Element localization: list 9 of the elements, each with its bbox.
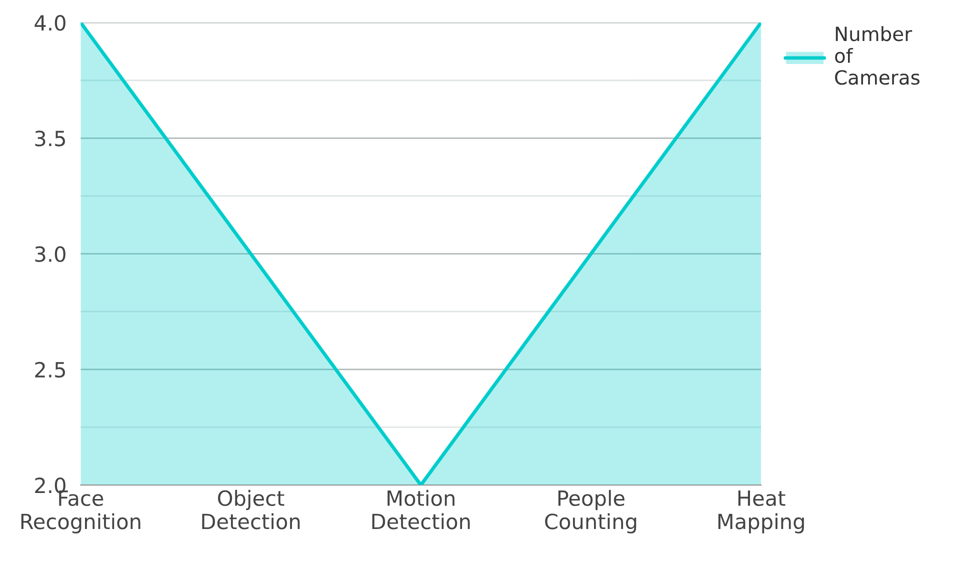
- legend-label: Number of Cameras: [835, 26, 920, 85]
- x-tick-label: Heat Mapping: [718, 490, 804, 534]
- y-tick-label: 3.5: [35, 130, 65, 146]
- y-tick-label: 4.0: [34, 15, 66, 31]
- y-tick-label: 3.0: [35, 246, 66, 262]
- y-tick-label: 2.5: [35, 362, 65, 378]
- x-tick-label: Object Detection: [202, 490, 300, 530]
- x-tick-label: Motion Detection: [372, 490, 470, 530]
- x-tick-label: People Counting: [545, 490, 636, 534]
